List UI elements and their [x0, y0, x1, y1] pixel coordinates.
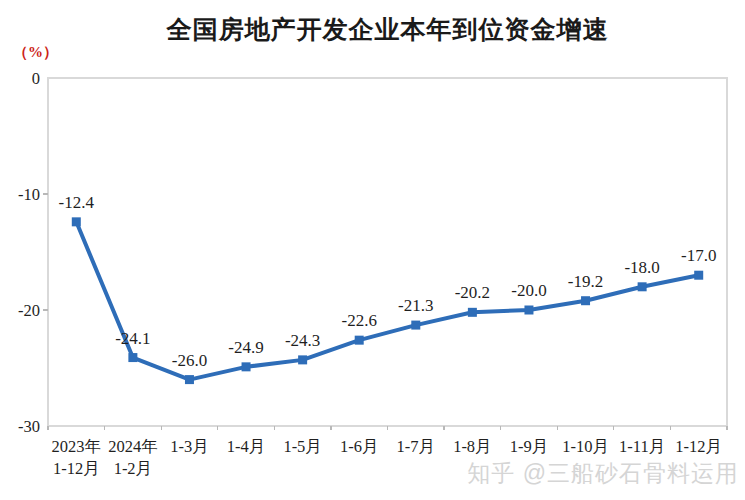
y-axis-tick-label: -30 — [18, 417, 40, 436]
data-point-marker — [524, 306, 533, 315]
x-axis-category-label: 1-6月 — [340, 437, 379, 456]
data-point-label: -26.0 — [172, 351, 207, 370]
chart-figure: 全国房地产开发企业本年到位资金增速 （%） 0-10-20-302023年1-1… — [0, 0, 745, 500]
data-point-marker — [298, 355, 307, 364]
data-point-label: -22.6 — [341, 311, 376, 330]
x-axis-category-label: 2023年 — [52, 437, 102, 456]
data-point-label: -19.2 — [568, 272, 603, 291]
y-axis-tick-label: -10 — [18, 185, 40, 204]
data-point-marker — [242, 362, 251, 371]
x-axis-category-label: 1-9月 — [510, 437, 549, 456]
line-chart-canvas: 0 -10 -20 -30 2023年 1-12月 2024年 1-2月 1-3月 1-4月 1-5… — [0, 0, 745, 500]
x-axis-category-label: 1-11月 — [619, 437, 665, 456]
watermark-text: 知乎 @三船砂石骨料运用 — [467, 458, 739, 489]
data-point-marker — [355, 336, 364, 345]
data-point-label: -24.3 — [285, 331, 320, 350]
x-axis-category-label: 2024年 — [108, 437, 158, 456]
data-point-marker — [185, 375, 194, 384]
plot-area-border — [48, 78, 727, 426]
x-axis-category-label: 1-10月 — [562, 437, 609, 456]
y-axis-tick-label: 0 — [32, 69, 40, 88]
data-point-marker — [694, 271, 703, 280]
data-point-marker — [468, 308, 477, 317]
x-axis-category-label: 1-12月 — [675, 437, 722, 456]
data-point-label: -12.4 — [59, 193, 95, 212]
y-axis-tick-label: -20 — [18, 301, 40, 320]
data-point-label: -21.3 — [398, 296, 433, 315]
data-point-marker — [72, 217, 81, 226]
data-point-marker — [128, 353, 137, 362]
data-point-label: -17.0 — [681, 246, 716, 265]
data-point-marker — [581, 296, 590, 305]
data-point-label: -18.0 — [624, 258, 659, 277]
x-axis-category-label: 1-3月 — [170, 437, 209, 456]
x-axis-category-label: 1-12月 — [53, 459, 100, 478]
data-point-label: -24.9 — [228, 338, 263, 357]
x-axis-category-label: 1-4月 — [227, 437, 266, 456]
x-axis-category-label: 1-2月 — [114, 459, 153, 478]
data-point-marker — [411, 321, 420, 330]
x-axis-category-label: 1-5月 — [283, 437, 322, 456]
data-point-label: -24.1 — [115, 329, 150, 348]
x-axis-category-label: 1-7月 — [397, 437, 436, 456]
data-point-label: -20.2 — [455, 283, 490, 302]
x-axis-category-label: 1-8月 — [453, 437, 492, 456]
data-point-label: -20.0 — [511, 281, 546, 300]
data-point-marker — [638, 282, 647, 291]
